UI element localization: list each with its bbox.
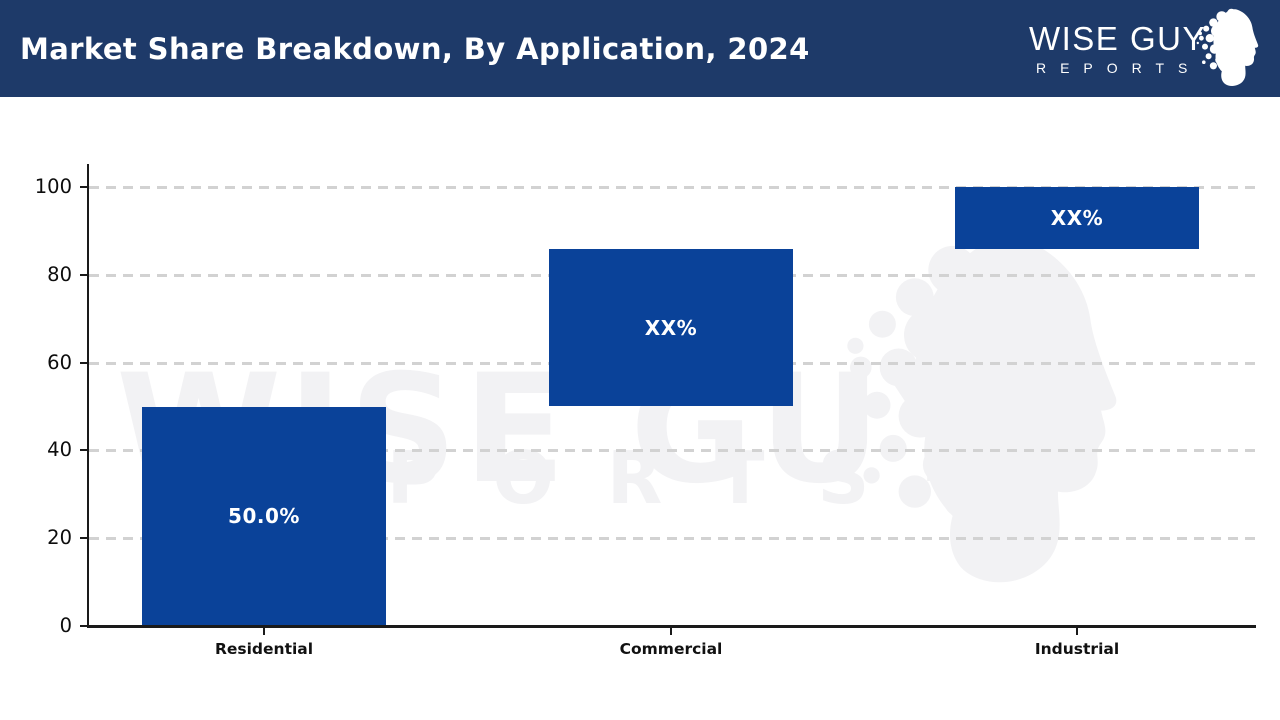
- y-tick-mark: [80, 449, 87, 452]
- bar-industrial: XX%: [955, 187, 1199, 250]
- x-tick-label-industrial: Industrial: [1034, 640, 1120, 658]
- gridline: [89, 449, 1256, 453]
- y-tick-label: 40: [47, 438, 72, 462]
- x-tick-mark: [1076, 628, 1078, 635]
- bar-commercial: XX%: [549, 249, 793, 407]
- y-tick-label: 80: [47, 262, 72, 286]
- x-tick-label-commercial: Commercial: [619, 640, 723, 658]
- wiseguy-logo-text: WISE GUY REPORTS: [1029, 22, 1206, 76]
- wiseguy-head-icon: [1196, 8, 1259, 86]
- x-tick-mark: [670, 628, 672, 635]
- y-tick-mark: [80, 186, 87, 188]
- y-tick-label: 0: [59, 614, 72, 637]
- bar-residential: 50.0%: [142, 406, 386, 626]
- watermark-head-icon: [839, 235, 1117, 583]
- y-tick-mark: [80, 625, 87, 627]
- y-tick-mark: [80, 537, 87, 540]
- y-tick-label: 60: [47, 350, 72, 374]
- wiseguy-logo: WISE GUY REPORTS: [1029, 7, 1266, 91]
- bar-value-label: XX%: [644, 315, 698, 340]
- header-bar: Market Share Breakdown, By Application, …: [0, 0, 1280, 97]
- x-axis-line: [87, 625, 1256, 628]
- y-axis-line: [87, 164, 89, 628]
- gridline: [89, 537, 1256, 541]
- y-tick-mark: [80, 273, 87, 276]
- gridline: [89, 186, 1256, 189]
- y-tick-mark: [80, 361, 87, 364]
- logo-wordmark: WISE GUY: [1028, 20, 1206, 58]
- chart-title: Market Share Breakdown, By Application, …: [20, 31, 810, 66]
- y-tick-label: 100: [34, 175, 72, 198]
- chart-area: WISE GUY R E P O R T S 50.0% XX% XX% 0 20 40…: [0, 97, 1280, 720]
- x-tick-label-residential: Residential: [214, 640, 314, 658]
- logo-subtext: REPORTS: [1035, 59, 1202, 76]
- bar-value-label: XX%: [1050, 206, 1104, 231]
- y-tick-label: 20: [47, 526, 72, 550]
- x-tick-mark: [263, 628, 265, 635]
- bar-value-label: 50.0%: [228, 504, 300, 529]
